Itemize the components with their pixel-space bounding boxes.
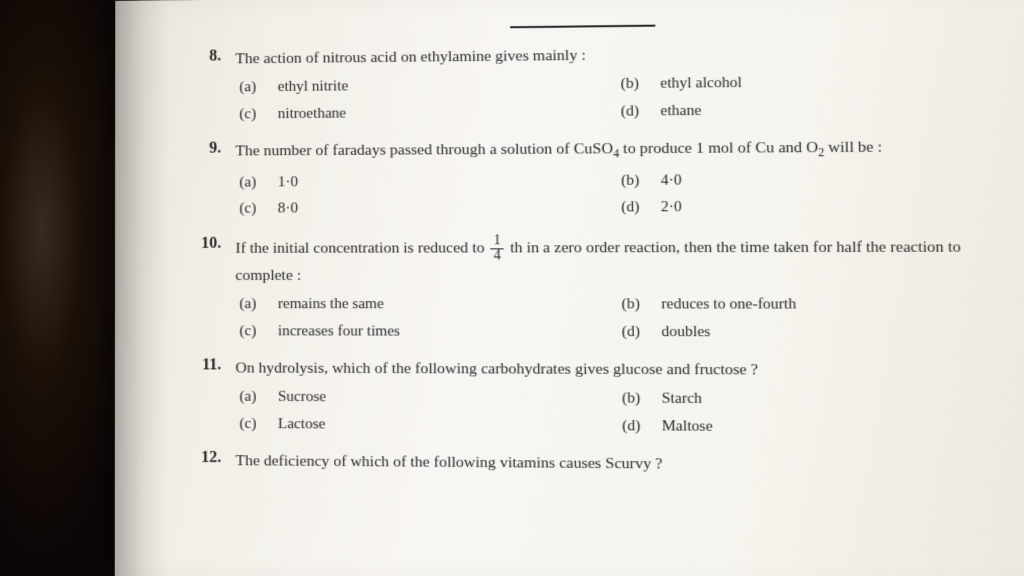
option-text: nitroethane (278, 102, 346, 125)
horizontal-rule (510, 25, 655, 29)
option-text: 1·0 (278, 171, 298, 194)
option-label: (d) (621, 100, 648, 123)
options-grid: (a) 1·0 (b) 4·0 (c) 8·0 (d) 2·0 (239, 168, 983, 221)
option-label: (a) (239, 293, 265, 316)
option-text: reduces to one-fourth (661, 293, 796, 316)
question-number: 8. (195, 47, 221, 65)
option: (a) remains the same (239, 293, 590, 316)
option: (a) Sucrose (239, 386, 590, 411)
option-label: (b) (622, 388, 649, 411)
question: 12. The deficiency of which of the follow… (195, 449, 986, 485)
option-text: 2·0 (661, 196, 682, 219)
question: 8. The action of nitrous acid on ethylami… (195, 40, 983, 126)
option: (c) 8·0 (239, 197, 590, 221)
option-label: (c) (239, 413, 265, 436)
option-label: (b) (621, 73, 648, 96)
option: (c) increases four times (239, 320, 590, 343)
option-label: (a) (239, 171, 265, 194)
option-text: increases four times (278, 320, 400, 343)
question-body: The deficiency of which of the following… (235, 449, 985, 485)
exam-paper-page: 8. The action of nitrous acid on ethylami… (115, 0, 1024, 576)
option-text: ethyl alcohol (660, 72, 742, 96)
option: (d) 2·0 (621, 195, 984, 219)
question: 11. On hydrolysis, which of the following… (195, 356, 985, 440)
option: (b) Starch (622, 388, 985, 413)
question-stem: The action of nitrous acid on ethylamine… (235, 40, 982, 71)
options-grid: (a) Sucrose (b) Starch (c) Lactose (d) Maltose (239, 386, 985, 440)
question-body: If the initial concentration is reduced … (235, 233, 984, 344)
question-number: 10. (195, 235, 221, 253)
option: (d) doubles (622, 320, 985, 344)
question-number: 11. (195, 356, 221, 374)
option-label: (b) (622, 293, 649, 316)
option-text: doubles (661, 320, 710, 343)
question-body: On hydrolysis, which of the following ca… (235, 356, 985, 440)
option-label: (a) (239, 76, 265, 99)
question-body: The number of faradays passed through a … (235, 135, 983, 221)
option: (b) ethyl alcohol (621, 70, 983, 96)
option: (b) reduces to one-fourth (622, 293, 985, 316)
question-number: 9. (195, 140, 221, 158)
option-text: Maltose (662, 415, 713, 438)
question-number: 12. (195, 449, 221, 467)
option: (b) 4·0 (621, 168, 983, 193)
option-text: 4·0 (661, 169, 682, 192)
question: 10. If the initial concentration is reduc… (195, 233, 985, 344)
option: (d) Maltose (622, 415, 985, 440)
option-label: (c) (239, 198, 265, 221)
option-text: Starch (662, 388, 702, 411)
option-text: ethane (660, 99, 701, 122)
options-grid: (a) remains the same (b) reduces to one-fou… (239, 293, 984, 344)
question-stem: If the initial concentration is reduced … (235, 233, 984, 287)
option: (c) nitroethane (239, 100, 589, 125)
option: (a) 1·0 (239, 170, 590, 194)
question-stem: The deficiency of which of the following… (235, 449, 985, 478)
options-grid: (a) ethyl nitrite (b) ethyl alcohol (c) nitro… (239, 70, 983, 126)
option: (c) Lactose (239, 413, 590, 438)
question-stem: On hydrolysis, which of the following ca… (235, 356, 985, 382)
option-text: Lactose (278, 413, 325, 436)
option-text: ethyl nitrite (278, 76, 349, 99)
question-stem: The number of faradays passed through a … (235, 135, 983, 165)
option-label: (d) (621, 196, 648, 219)
option-label: (a) (239, 386, 265, 409)
question: 9. The number of faradays passed through … (195, 135, 984, 221)
option-label: (c) (239, 320, 265, 343)
option-label: (b) (621, 169, 648, 192)
option-text: 8·0 (278, 198, 298, 221)
option-label: (d) (622, 415, 649, 438)
questions-list: 8. The action of nitrous acid on ethylami… (195, 40, 986, 486)
question-body: The action of nitrous acid on ethylamine… (235, 40, 983, 126)
option-label: (c) (239, 103, 265, 126)
option: (d) ethane (621, 97, 983, 123)
option-text: remains the same (278, 293, 384, 316)
option: (a) ethyl nitrite (239, 73, 589, 99)
option-label: (d) (622, 320, 649, 343)
option-text: Sucrose (278, 386, 326, 409)
